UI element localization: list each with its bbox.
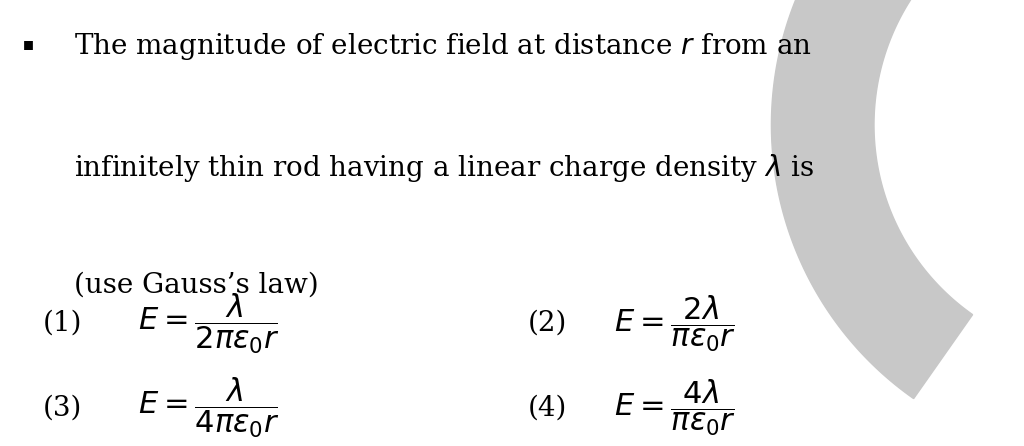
Text: $E = \dfrac{2\lambda}{\pi\varepsilon_0 r}$: $E = \dfrac{2\lambda}{\pi\varepsilon_0 r… xyxy=(614,293,736,354)
Polygon shape xyxy=(771,0,973,399)
Text: $E = \dfrac{4\lambda}{\pi\varepsilon_0 r}$: $E = \dfrac{4\lambda}{\pi\varepsilon_0 r… xyxy=(614,378,736,438)
Text: (4): (4) xyxy=(527,395,566,421)
Text: infinitely thin rod having a linear charge density $\lambda$ is: infinitely thin rod having a linear char… xyxy=(74,152,814,184)
Text: (2): (2) xyxy=(527,310,566,337)
Text: (use Gauss’s law): (use Gauss’s law) xyxy=(74,272,318,299)
Text: (1): (1) xyxy=(43,310,83,337)
Text: The magnitude of electric field at distance $r$ from an: The magnitude of electric field at dista… xyxy=(74,31,812,62)
Text: $E = \dfrac{\lambda}{4\pi\varepsilon_0 r}$: $E = \dfrac{\lambda}{4\pi\varepsilon_0 r… xyxy=(138,376,280,440)
Text: $E = \dfrac{\lambda}{2\pi\varepsilon_0 r}$: $E = \dfrac{\lambda}{2\pi\varepsilon_0 r… xyxy=(138,291,280,355)
Text: (3): (3) xyxy=(43,395,82,421)
Text: .: . xyxy=(18,12,38,60)
